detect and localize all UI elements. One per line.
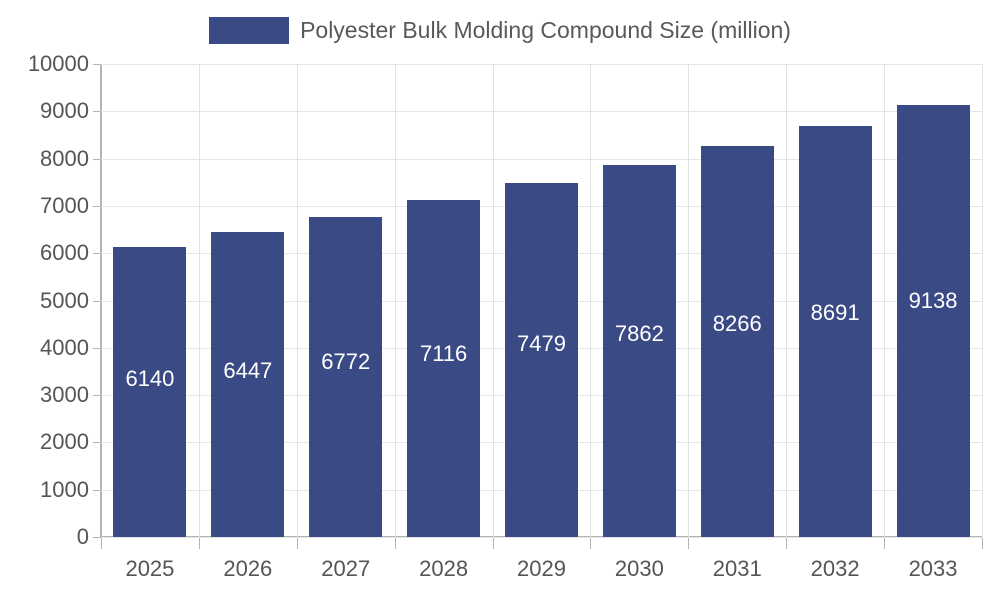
gridline-vertical [199,64,200,537]
x-axis-tick [101,538,102,549]
gridline-vertical [982,64,983,537]
bar[interactable] [211,232,284,537]
bar[interactable] [603,165,676,537]
bar[interactable] [407,200,480,537]
y-axis-tick-label: 1000 [40,476,89,502]
y-axis-tick-label: 6000 [40,240,89,266]
legend-swatch-series-1 [209,16,290,44]
y-axis-tick-label: 7000 [40,192,89,218]
y-axis-tick-label: 0 [76,524,89,549]
gridline-vertical [688,64,689,537]
gridline-horizontal [101,537,982,538]
bar-value-label: 7116 [419,340,468,366]
y-axis-tick [93,205,101,207]
gridline-vertical [884,64,885,537]
gridline-vertical [395,64,396,537]
bar-value-label: 6140 [125,365,175,391]
gridline-horizontal [101,111,982,113]
bar[interactable] [309,216,382,537]
gridline-vertical [297,64,298,537]
bar[interactable] [799,125,872,537]
y-axis-tick [93,442,101,444]
bar-value-label: 6772 [321,349,371,375]
gridline-horizontal [101,158,982,160]
y-axis-tick-label: 2000 [40,429,89,455]
bar-value-label: 6447 [223,357,273,383]
bar-value-label: 8266 [712,310,762,336]
bar[interactable] [113,246,186,537]
x-axis-tick [199,538,200,549]
bar-value-label: 7479 [517,331,566,357]
y-axis-tick [93,253,101,255]
gridline-horizontal [101,64,982,65]
x-axis-tick-label: 2025 [125,556,175,581]
y-axis-tick-label: 5000 [40,287,89,313]
x-axis-tick [786,538,787,549]
y-axis-tick [93,347,101,349]
x-axis-tick [590,538,591,549]
y-axis-tick-label: 9000 [40,98,89,124]
gridline-vertical [493,64,494,537]
x-axis-tick [493,538,494,549]
y-axis-tick [93,111,101,113]
x-axis-tick-label: 2026 [223,556,273,581]
x-axis-tick-label: 2029 [517,556,566,581]
gridline-vertical [786,64,787,537]
x-axis-tick-label: 2028 [419,556,469,581]
legend-label-series-1: Polyester Bulk Molding Compound Size (mi… [300,16,791,43]
gridline-vertical [590,64,591,537]
y-axis-tick [93,489,101,491]
bar-value-label: 9138 [908,288,958,314]
chart-legend: Polyester Bulk Molding Compound Size (mi… [0,10,1000,50]
y-axis-tick-label: 8000 [40,145,89,171]
bar-value-label: 7862 [614,321,664,347]
x-axis-tick [395,538,396,549]
plot-area: 6140 6447 6772 7116 7479 7862 8266 8691 9138 [101,64,983,538]
y-axis-tick-label: 10000 [27,51,89,76]
y-axis-tick [93,300,101,302]
x-axis-tick-label: 2031 [712,556,762,581]
bar[interactable] [505,183,578,537]
x-axis-tick-label: 2027 [321,556,371,581]
bar[interactable] [701,146,774,537]
bar[interactable] [897,104,970,537]
x-axis-tick-label: 2033 [908,556,958,581]
x-axis-tick-label: 2030 [614,556,664,581]
x-axis-tick [688,538,689,549]
y-axis-tick [93,64,101,65]
x-axis-tick-label: 2032 [810,556,860,581]
x-axis-tick [884,538,885,549]
y-axis-tick [93,158,101,160]
y-axis-tick-label: 3000 [40,382,89,408]
x-axis-tick [982,538,983,549]
y-axis-tick [93,395,101,397]
y-axis-tick-label: 4000 [40,334,89,360]
y-axis-tick [93,537,101,538]
x-axis-tick [297,538,298,549]
bar-value-label: 8691 [810,299,860,325]
